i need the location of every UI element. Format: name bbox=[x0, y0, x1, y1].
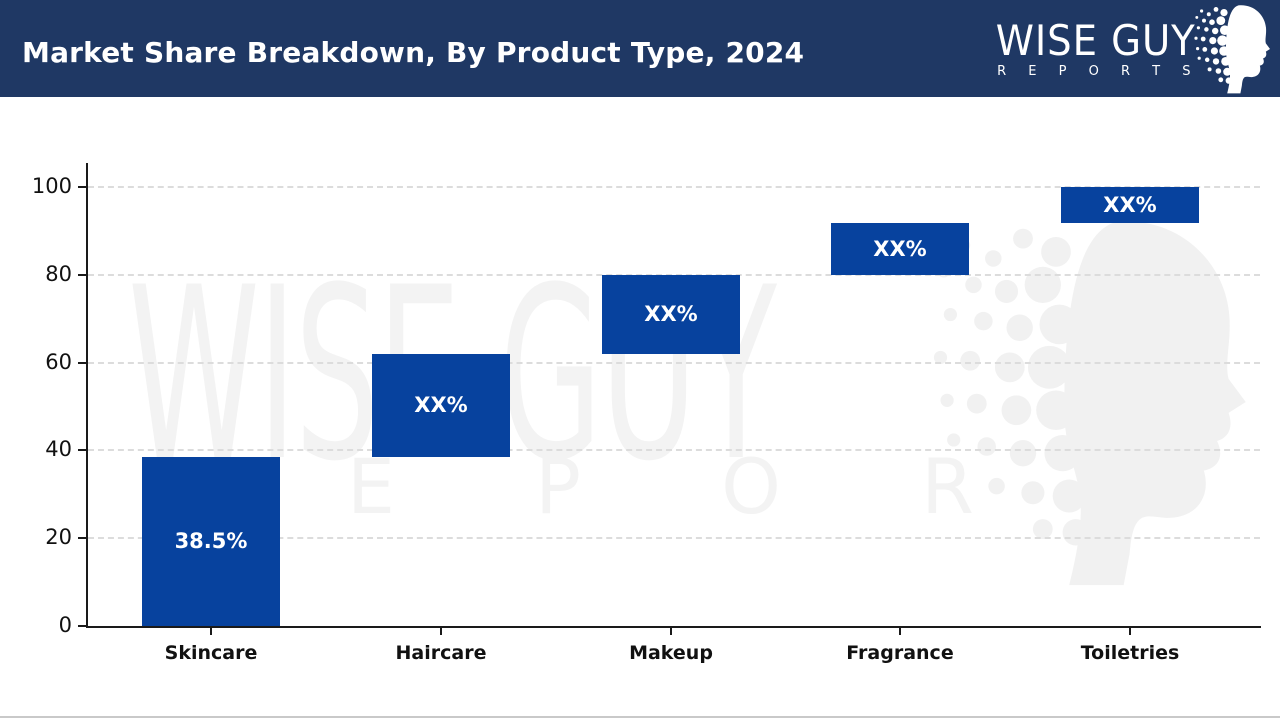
y-tick-100 bbox=[78, 186, 86, 188]
bottom-rule bbox=[0, 716, 1280, 718]
watermark-subtitle: R E P O R T S bbox=[154, 442, 1280, 531]
y-tick-20 bbox=[78, 537, 86, 540]
gridline-100 bbox=[88, 186, 1260, 188]
y-tick-60 bbox=[78, 361, 86, 364]
x-tick-label-toiletries: Toiletries bbox=[1080, 642, 1180, 664]
gridline-20 bbox=[88, 537, 1260, 540]
x-tick-toiletries bbox=[1129, 628, 1131, 635]
watermark-head-icon bbox=[924, 197, 1254, 607]
bar-haircare: XX% bbox=[372, 353, 510, 457]
wiseguy-logo: WISE GUY R E P O R T S bbox=[987, 4, 1274, 94]
bar-value-label: XX% bbox=[414, 393, 468, 418]
logo-text: WISE GUY R E P O R T S bbox=[987, 15, 1204, 79]
logo-wordmark: WISE GUY bbox=[995, 15, 1196, 65]
y-tick-label: 40 bbox=[45, 437, 72, 462]
x-tick-label-fragrance: Fragrance bbox=[846, 642, 954, 664]
x-tick-label-haircare: Haircare bbox=[395, 642, 487, 664]
y-tick-label: 60 bbox=[45, 349, 72, 374]
bar-value-label: XX% bbox=[1103, 192, 1157, 217]
chart-area: WISE GUY R E P O R T S 38.5%XX%XX%XX%XX%… bbox=[0, 97, 1280, 720]
x-tick-label-makeup: Makeup bbox=[629, 642, 713, 664]
x-tick-haircare bbox=[440, 628, 442, 635]
y-tick-label: 20 bbox=[45, 525, 72, 550]
y-axis-spine bbox=[86, 163, 88, 628]
x-axis-spine bbox=[86, 626, 1261, 628]
header: Market Share Breakdown, By Product Type,… bbox=[0, 0, 1280, 97]
bar-value-label: 38.5% bbox=[174, 529, 248, 554]
gridline-60 bbox=[88, 361, 1260, 364]
page-title: Market Share Breakdown, By Product Type,… bbox=[22, 36, 805, 69]
bar-value-label: XX% bbox=[644, 302, 698, 327]
bar-fragrance: XX% bbox=[831, 222, 969, 275]
logo-subtitle: R E P O R T S bbox=[997, 63, 1200, 79]
y-tick-0 bbox=[78, 625, 86, 627]
bar-makeup: XX% bbox=[602, 274, 740, 354]
x-tick-label-skincare: Skincare bbox=[164, 642, 258, 664]
x-tick-makeup bbox=[670, 628, 672, 635]
x-tick-skincare bbox=[210, 628, 212, 635]
y-tick-label: 0 bbox=[58, 613, 72, 637]
bar-toiletries: XX% bbox=[1061, 187, 1199, 223]
x-tick-fragrance bbox=[899, 628, 901, 635]
y-tick-40 bbox=[78, 449, 86, 452]
bar-skincare: 38.5% bbox=[142, 456, 280, 626]
gridline-40 bbox=[88, 449, 1260, 452]
y-tick-label: 100 bbox=[31, 174, 72, 198]
bar-value-label: XX% bbox=[873, 236, 927, 261]
y-tick-80 bbox=[78, 273, 86, 276]
y-tick-label: 80 bbox=[45, 261, 72, 286]
